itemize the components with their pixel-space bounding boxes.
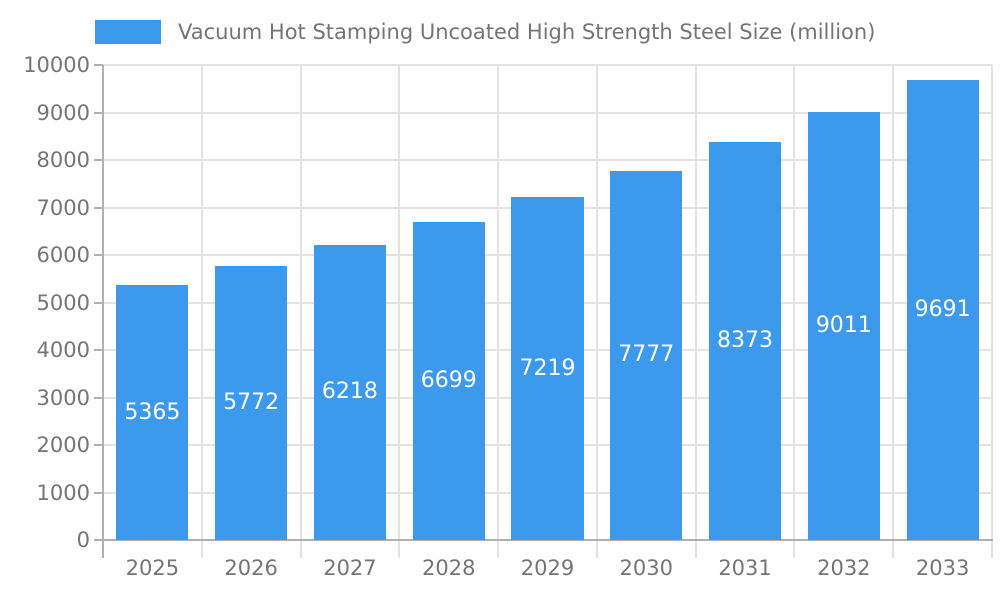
y-axis-tick-10000 <box>94 64 103 66</box>
x-axis-label-2025: 2025 <box>125 556 180 580</box>
x-axis-label-2032: 2032 <box>817 556 871 580</box>
x-axis-label-2031: 2031 <box>718 556 772 580</box>
x-axis-label-2030: 2030 <box>619 556 673 580</box>
bar-2027[interactable] <box>313 244 386 540</box>
x-axis-label-2033: 2033 <box>915 556 970 580</box>
y-axis-label-8000: 8000 <box>36 148 90 172</box>
x-axis-label-2027: 2027 <box>323 556 377 580</box>
gridline-v-1 <box>200 65 203 558</box>
x-axis-label-2029: 2029 <box>520 556 575 580</box>
y-axis-tick-7000 <box>94 206 103 209</box>
bar-2031[interactable] <box>709 142 782 540</box>
legend-swatch <box>95 20 161 44</box>
gridline-h-9000 <box>103 111 992 114</box>
y-axis-tick-5000 <box>94 301 103 304</box>
x-axis-label-2028: 2028 <box>421 556 476 580</box>
y-axis-label-7000: 7000 <box>36 195 90 220</box>
y-axis-tick-1000 <box>94 491 103 494</box>
gridline-v-3 <box>398 65 401 558</box>
bar-2030[interactable] <box>610 170 683 540</box>
y-axis-tick-6000 <box>94 254 103 256</box>
gridline-v-9 <box>991 65 993 558</box>
bar-2029[interactable] <box>511 197 584 540</box>
y-axis-line <box>102 65 104 558</box>
gridline-h-8000 <box>103 159 992 161</box>
y-axis-label-9000: 9000 <box>36 100 90 125</box>
gridline-h-10000 <box>103 64 992 66</box>
legend[interactable]: Vacuum Hot Stamping Uncoated High Streng… <box>95 18 875 46</box>
x-axis-label-2026: 2026 <box>224 556 278 580</box>
y-axis-label-0: 0 <box>76 528 90 552</box>
y-axis-label-2000: 2000 <box>36 433 90 457</box>
y-axis-label-5000: 5000 <box>36 290 90 315</box>
bar-2026[interactable] <box>215 265 288 540</box>
x-axis-line <box>94 539 993 541</box>
y-axis-tick-8000 <box>94 159 103 161</box>
y-axis-tick-4000 <box>94 349 103 351</box>
bar-2028[interactable] <box>412 221 485 540</box>
bar-2033[interactable] <box>906 79 979 540</box>
gridline-v-5 <box>595 65 598 558</box>
y-axis-tick-2000 <box>94 444 103 446</box>
bar-2025[interactable] <box>116 285 189 540</box>
y-axis-label-4000: 4000 <box>36 338 90 362</box>
gridline-v-2 <box>299 65 302 558</box>
y-axis-tick-9000 <box>94 111 103 114</box>
y-axis-label-10000: 10000 <box>23 53 90 77</box>
y-axis-label-6000: 6000 <box>36 243 90 267</box>
y-axis-tick-3000 <box>94 396 103 399</box>
gridline-v-7 <box>793 65 796 558</box>
gridline-v-8 <box>892 65 895 558</box>
gridline-v-6 <box>694 65 697 558</box>
y-axis-label-1000: 1000 <box>36 480 90 505</box>
legend-label: Vacuum Hot Stamping Uncoated High Streng… <box>178 20 876 44</box>
bar-2032[interactable] <box>807 111 880 540</box>
gridline-v-4 <box>497 65 500 558</box>
y-axis-label-3000: 3000 <box>36 385 90 410</box>
